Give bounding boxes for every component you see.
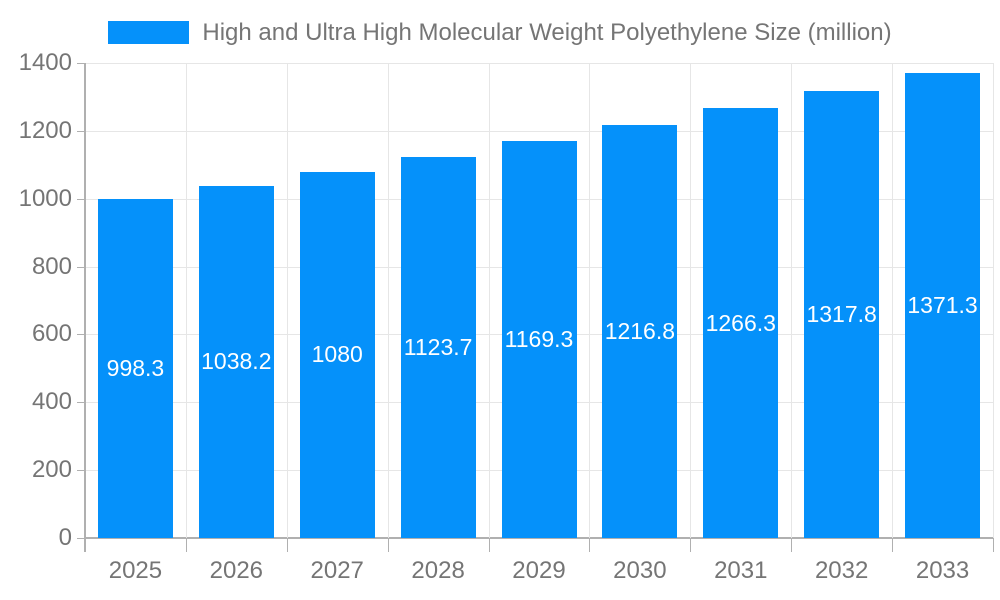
gridline-vertical [488,63,490,538]
y-axis-tick [77,130,85,132]
bar-2030[interactable]: 1216.8 [602,125,678,538]
x-tick-label-2025: 2025 [108,557,163,584]
x-axis-tick [690,538,692,552]
bar-value-label: 1038.2 [201,348,272,375]
bar-value-label: 1123.7 [403,333,473,360]
y-axis-tick [77,198,85,200]
x-axis-tick [791,538,793,552]
x-tick-label-2032: 2032 [814,557,869,584]
bar-value-label: 1266.3 [705,309,776,336]
bar-value-label: 1216.8 [604,318,676,345]
bar-value-label: 1080 [311,341,363,368]
x-axis-tick [387,538,389,552]
y-tick-label: 200 [31,456,72,484]
y-tick-label: 600 [31,320,72,348]
x-axis-tick [286,538,288,552]
x-axis-tick [993,538,994,552]
x-axis-line [85,537,993,539]
bar-2028[interactable]: 1123.7 [400,156,476,538]
gridline-vertical [690,63,692,538]
x-axis-tick [488,538,490,552]
x-tick-label-2030: 2030 [613,557,667,584]
y-axis-tick [77,334,85,336]
gridline-vertical [387,63,389,538]
bar-2033[interactable]: 1371.3 [905,72,981,538]
gridline-vertical [993,63,994,538]
y-axis-tick [77,63,85,64]
bar-value-label: 998.3 [106,355,165,382]
x-tick-label-2027: 2027 [310,557,364,584]
bar-value-label: 1317.8 [806,300,877,327]
gridline-vertical [185,63,187,538]
y-tick-label: 1400 [18,49,72,76]
y-axis-tick [77,470,85,472]
bar-2026[interactable]: 1038.2 [198,185,274,538]
y-tick-label: 400 [31,388,72,416]
legend-swatch-icon [108,21,190,44]
x-axis-tick [185,538,187,552]
y-axis-tick [77,266,85,268]
y-tick-label: 1000 [18,184,72,212]
bar-value-label: 1169.3 [504,326,574,353]
y-tick-label: 800 [31,252,72,280]
y-tick-label: 1200 [18,116,72,144]
x-tick-label-2029: 2029 [512,557,566,584]
x-axis-tick [589,538,591,552]
y-axis-tick [77,538,85,539]
bar-2029[interactable]: 1169.3 [501,141,577,538]
legend[interactable]: High and Ultra High Molecular Weight Pol… [0,20,1000,45]
x-tick-label-2033: 2033 [915,557,970,584]
x-tick-label-2026: 2026 [209,557,264,584]
y-axis-line [84,63,86,552]
x-axis-tick [892,538,894,552]
gridline-vertical [286,63,288,538]
y-tick-label: 0 [58,524,72,551]
gridline-vertical [892,63,894,538]
gridline-vertical [589,63,591,538]
bar-2031[interactable]: 1266.3 [703,108,779,538]
bar-2027[interactable]: 1080 [299,171,375,538]
x-tick-label-2031: 2031 [714,557,768,584]
y-axis-tick [77,402,85,404]
bar-value-label: 1371.3 [907,291,978,318]
gridline-horizontal [85,63,993,64]
gridline-horizontal [85,130,993,132]
x-tick-label-2028: 2028 [411,557,465,584]
bar-2025[interactable]: 998.3 [97,199,173,538]
legend-label: High and Ultra High Molecular Weight Pol… [202,19,892,46]
bar-2032[interactable]: 1317.8 [804,90,880,538]
gridline-vertical [791,63,793,538]
